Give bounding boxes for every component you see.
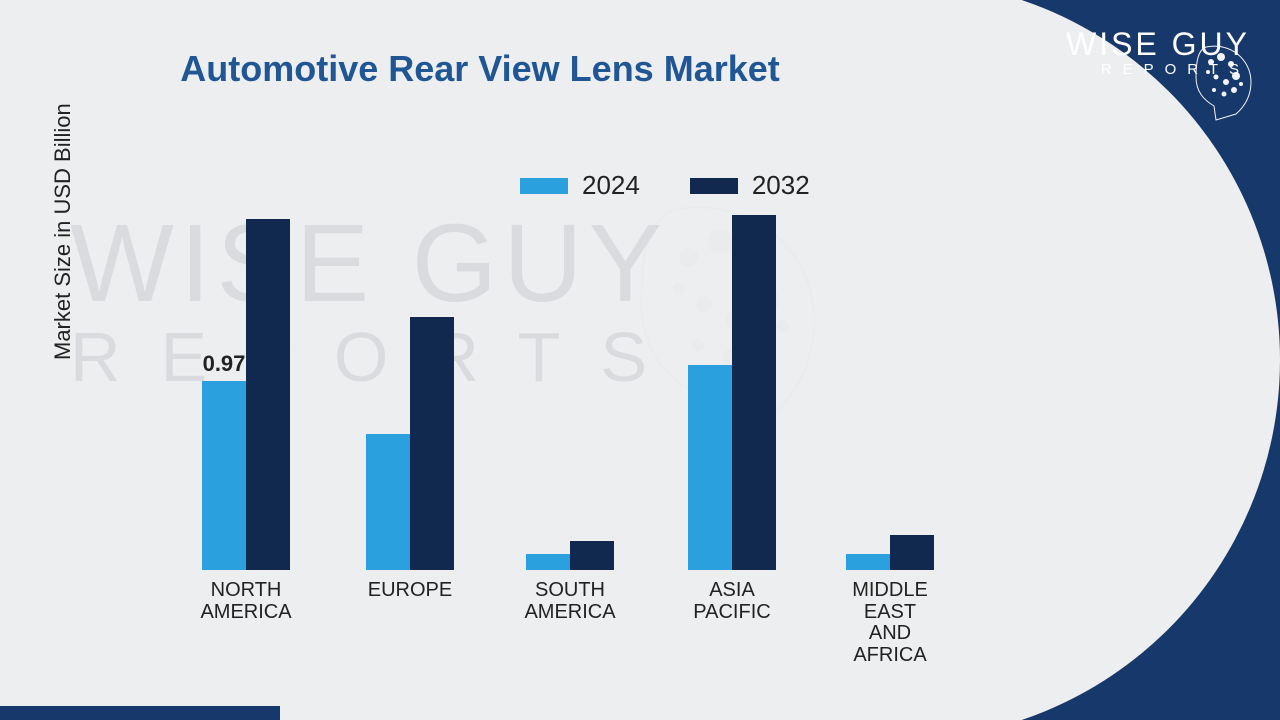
value-label: 0.97 <box>203 351 246 377</box>
bar <box>688 365 732 570</box>
bar <box>732 215 776 570</box>
brand-logo: WISE GUY REPORTS <box>1066 26 1250 78</box>
chart-title: Automotive Rear View Lens Market <box>0 48 960 90</box>
brand-head-icon <box>1186 42 1256 122</box>
bar <box>890 535 934 570</box>
bar-group <box>846 535 934 570</box>
bar <box>410 317 454 571</box>
category-label: MIDDLEEASTANDAFRICA <box>852 580 928 666</box>
category-label: ASIAPACIFIC <box>693 580 770 623</box>
bar-chart: Market Size in USD Billion NORTHAMERICA0… <box>90 160 930 630</box>
bar-group <box>526 541 614 570</box>
category-label: SOUTHAMERICA <box>524 580 615 623</box>
y-axis-label: Market Size in USD Billion <box>50 103 76 360</box>
bar <box>526 554 570 570</box>
plot-area: NORTHAMERICA0.97EUROPESOUTHAMERICAASIAPA… <box>138 180 908 570</box>
bar-group <box>202 219 290 570</box>
bottom-accent-bar <box>0 706 280 720</box>
category-label: NORTHAMERICA <box>200 580 291 623</box>
bar <box>246 219 290 570</box>
bar <box>570 541 614 570</box>
bar <box>366 434 410 571</box>
bar <box>846 554 890 570</box>
category-label: EUROPE <box>368 580 452 602</box>
bar <box>202 381 246 570</box>
bar-group <box>366 317 454 571</box>
bar-group <box>688 215 776 570</box>
